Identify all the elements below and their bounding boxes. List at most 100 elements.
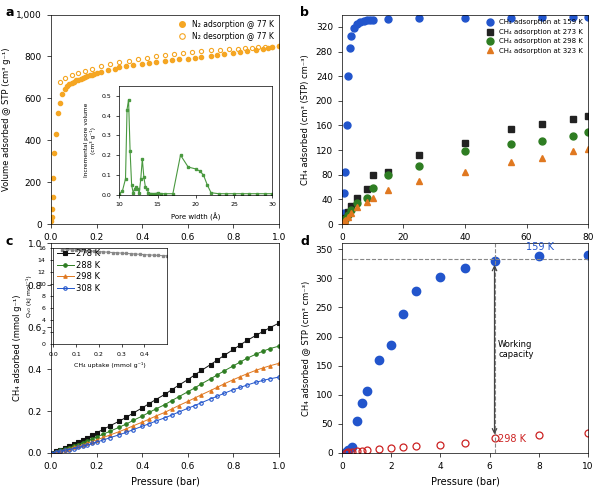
Text: c: c bbox=[5, 235, 13, 248]
X-axis label: Pressure (bar): Pressure (bar) bbox=[131, 476, 199, 487]
Text: Working
capacity: Working capacity bbox=[498, 340, 534, 359]
CH₄ adsorption at 323 K bbox=[339, 221, 346, 226]
298 K bbox=[184, 398, 191, 404]
X-axis label: Relative pressure (P/P₀): Relative pressure (P/P₀) bbox=[107, 247, 223, 258]
CH₄ adsorption at 273 K bbox=[584, 113, 592, 119]
278 K bbox=[139, 405, 146, 411]
298 K bbox=[198, 392, 205, 397]
CH₄ adsorption at 323 K bbox=[538, 154, 545, 160]
CH₄ adsorption at 159 K bbox=[347, 33, 355, 39]
278 K bbox=[116, 418, 123, 424]
CH₄ adsorption at 323 K bbox=[347, 210, 355, 216]
288 K bbox=[52, 449, 59, 454]
298 K bbox=[70, 445, 77, 450]
298 K bbox=[75, 443, 82, 449]
308 K bbox=[184, 405, 191, 411]
Text: d: d bbox=[300, 235, 309, 248]
308 K bbox=[191, 403, 198, 409]
CH₄ adsorption at 273 K bbox=[341, 216, 348, 222]
278 K bbox=[236, 342, 244, 348]
288 K bbox=[93, 434, 100, 440]
CH₄ adsorption at 298 K bbox=[339, 221, 346, 226]
Line: 308 K: 308 K bbox=[49, 375, 281, 455]
CH₄ adsorption at 273 K bbox=[363, 186, 370, 192]
298 K bbox=[116, 429, 123, 434]
Y-axis label: CH₄ adsorbed (cm³ (STP) cm⁻³): CH₄ adsorbed (cm³ (STP) cm⁻³) bbox=[301, 54, 310, 185]
CH₄ adsorption at 273 K bbox=[340, 218, 347, 224]
308 K bbox=[116, 432, 123, 438]
278 K bbox=[47, 450, 55, 456]
288 K bbox=[259, 348, 266, 354]
298 K bbox=[168, 406, 175, 412]
CH₄ adsorption at 298 K bbox=[538, 138, 545, 144]
298 K bbox=[122, 426, 130, 432]
308 K bbox=[88, 441, 95, 447]
278 K bbox=[56, 447, 64, 452]
308 K bbox=[214, 393, 221, 399]
CH₄ adsorption at 273 K bbox=[538, 121, 545, 127]
288 K bbox=[191, 385, 198, 391]
278 K bbox=[52, 449, 59, 454]
288 K bbox=[100, 431, 107, 437]
CH₄ adsorption at 323 K bbox=[385, 187, 392, 193]
288 K bbox=[79, 440, 86, 446]
278 K bbox=[221, 353, 228, 358]
CH₄ adsorption at 273 K bbox=[369, 172, 376, 178]
288 K bbox=[88, 436, 95, 442]
288 K bbox=[230, 363, 237, 369]
288 K bbox=[253, 351, 260, 357]
CH₄ adsorption at 159 K bbox=[366, 17, 373, 22]
288 K bbox=[65, 445, 73, 450]
288 K bbox=[221, 368, 228, 374]
CH₄ adsorption at 159 K bbox=[360, 18, 367, 24]
CH₄ adsorption at 273 K bbox=[347, 203, 355, 208]
298 K bbox=[152, 413, 160, 419]
308 K bbox=[75, 445, 82, 450]
X-axis label: Pressure (bar): Pressure (bar) bbox=[431, 247, 499, 258]
298 K bbox=[52, 449, 59, 455]
298 K bbox=[100, 434, 107, 440]
CH₄ adsorption at 159 K bbox=[461, 15, 469, 20]
308 K bbox=[130, 427, 137, 432]
288 K bbox=[168, 397, 175, 403]
278 K bbox=[253, 332, 260, 338]
288 K bbox=[139, 413, 146, 419]
298 K bbox=[56, 448, 64, 454]
CH₄ adsorption at 273 K bbox=[340, 219, 347, 225]
288 K bbox=[244, 356, 251, 361]
288 K bbox=[75, 442, 82, 448]
278 K bbox=[207, 362, 214, 368]
308 K bbox=[259, 377, 266, 383]
Line: CH₄ adsorption at 323 K: CH₄ adsorption at 323 K bbox=[339, 146, 592, 227]
CH₄ adsorption at 159 K bbox=[344, 73, 352, 79]
CH₄ adsorption at 298 K bbox=[347, 207, 355, 213]
288 K bbox=[116, 424, 123, 430]
CH₄ adsorption at 323 K bbox=[340, 219, 347, 225]
298 K bbox=[79, 442, 86, 448]
288 K bbox=[275, 343, 283, 349]
CH₄ adsorption at 159 K bbox=[341, 169, 349, 175]
308 K bbox=[52, 449, 59, 455]
CH₄ adsorption at 298 K bbox=[341, 216, 349, 222]
CH₄ adsorption at 273 K bbox=[344, 209, 352, 215]
CH₄ adsorption at 323 K bbox=[340, 220, 347, 226]
298 K bbox=[230, 377, 237, 383]
CH₄ adsorption at 323 K bbox=[461, 169, 469, 175]
278 K bbox=[244, 337, 251, 343]
278 K bbox=[214, 357, 221, 363]
298 K bbox=[191, 395, 198, 401]
278 K bbox=[88, 432, 95, 438]
298 K bbox=[61, 447, 68, 453]
CH₄ adsorption at 298 K bbox=[584, 129, 592, 134]
Text: b: b bbox=[300, 6, 309, 19]
278 K bbox=[70, 441, 77, 447]
308 K bbox=[198, 400, 205, 406]
288 K bbox=[175, 394, 182, 400]
308 K bbox=[145, 421, 152, 427]
308 K bbox=[47, 450, 55, 456]
Text: 159 K: 159 K bbox=[527, 243, 554, 252]
278 K bbox=[122, 414, 130, 420]
288 K bbox=[152, 406, 160, 412]
Legend: 278 K, 288 K, 298 K, 308 K: 278 K, 288 K, 298 K, 308 K bbox=[55, 248, 102, 295]
298 K bbox=[275, 360, 283, 366]
